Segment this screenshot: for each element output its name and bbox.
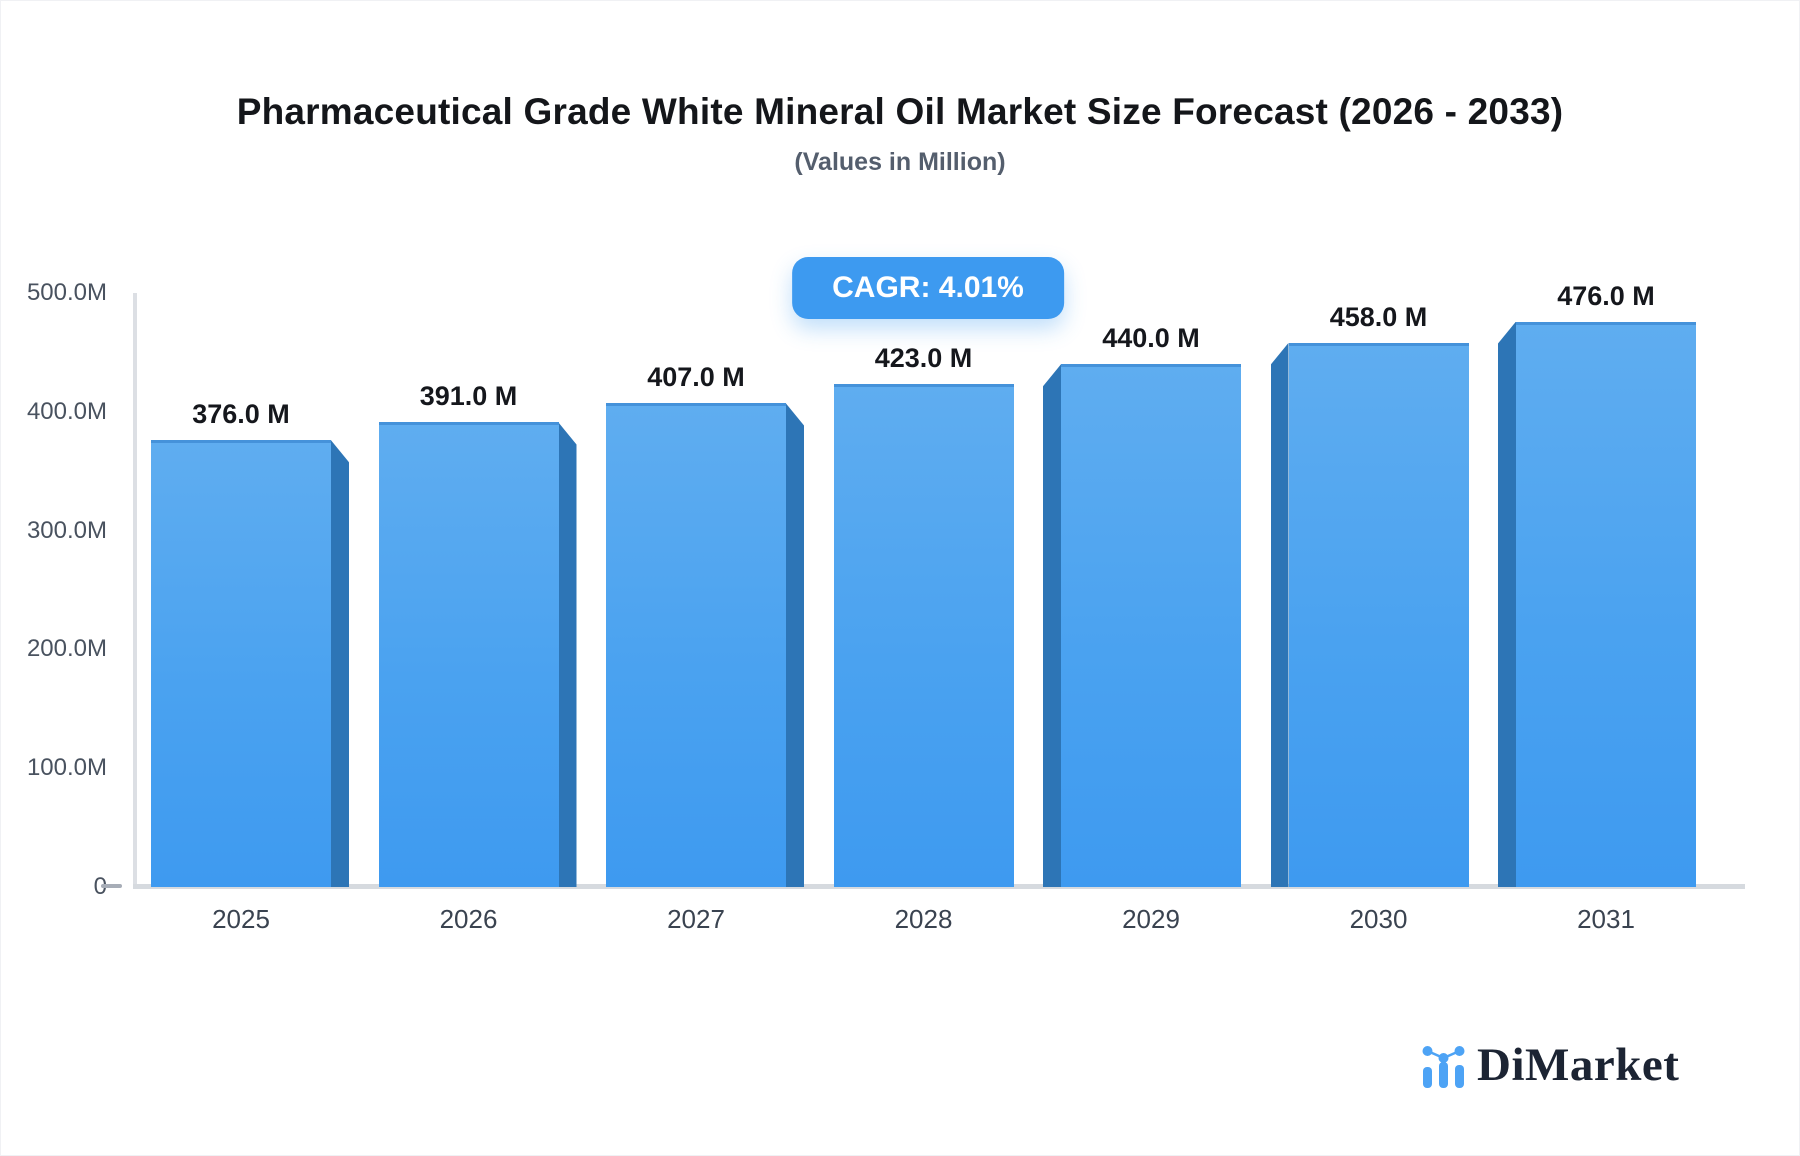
bar-value-label: 407.0 M — [647, 362, 745, 393]
x-axis-label: 2026 — [439, 904, 498, 934]
x-axis-label: 2028 — [894, 904, 953, 934]
bar — [1516, 321, 1696, 887]
y-tick-label: 100.0M — [26, 754, 107, 782]
bar-value-label: 376.0 M — [192, 399, 290, 430]
bar-side-face — [786, 403, 804, 887]
x-axis-label: 2031 — [1577, 904, 1635, 934]
x-axis-label: 2029 — [1122, 904, 1180, 934]
x-axis-label: 2025 — [212, 904, 270, 934]
chart-subtitle: (Values in Million) — [794, 148, 1006, 176]
cagr-badge: CAGR: 4.01% — [792, 257, 1064, 319]
bar-value-label: 391.0 M — [419, 381, 518, 412]
bar-side-face — [1043, 364, 1061, 887]
y-tick-label: 300.0M — [26, 516, 107, 544]
bar — [378, 422, 559, 887]
y-tick-label: 500.0M — [26, 279, 107, 306]
bar — [606, 403, 786, 887]
bar-side-face — [1270, 342, 1289, 887]
bar-value-label: 458.0 M — [1329, 301, 1428, 332]
x-axis-label: 2027 — [667, 904, 725, 934]
y-tick-label: 400.0M — [26, 397, 107, 425]
bar — [1061, 364, 1241, 887]
bar-side-face — [1498, 321, 1516, 887]
y-tick-label: 0 — [1, 873, 107, 901]
bar-value-label: 476.0 M — [1557, 280, 1655, 311]
chart-title: Pharmaceutical Grade White Mineral Oil M… — [236, 91, 1564, 132]
y-tick-label: 200.0M — [26, 635, 107, 663]
bar-value-label: 440.0 M — [1102, 323, 1200, 354]
bar — [151, 440, 331, 887]
bar — [1288, 342, 1469, 887]
x-axis-label: 2030 — [1349, 904, 1408, 934]
y-axis-line — [133, 293, 137, 887]
brand-logo: DiMarket — [1419, 1039, 1679, 1091]
bar-side-face — [331, 440, 349, 887]
bar-side-face — [558, 422, 577, 887]
mini-bar-chart-icon — [1422, 1046, 1465, 1088]
zero-tick-mark — [101, 884, 122, 888]
bar-value-label: 423.0 M — [874, 343, 973, 374]
brand-name: DiMarket — [1477, 1039, 1680, 1091]
bar — [833, 384, 1014, 887]
